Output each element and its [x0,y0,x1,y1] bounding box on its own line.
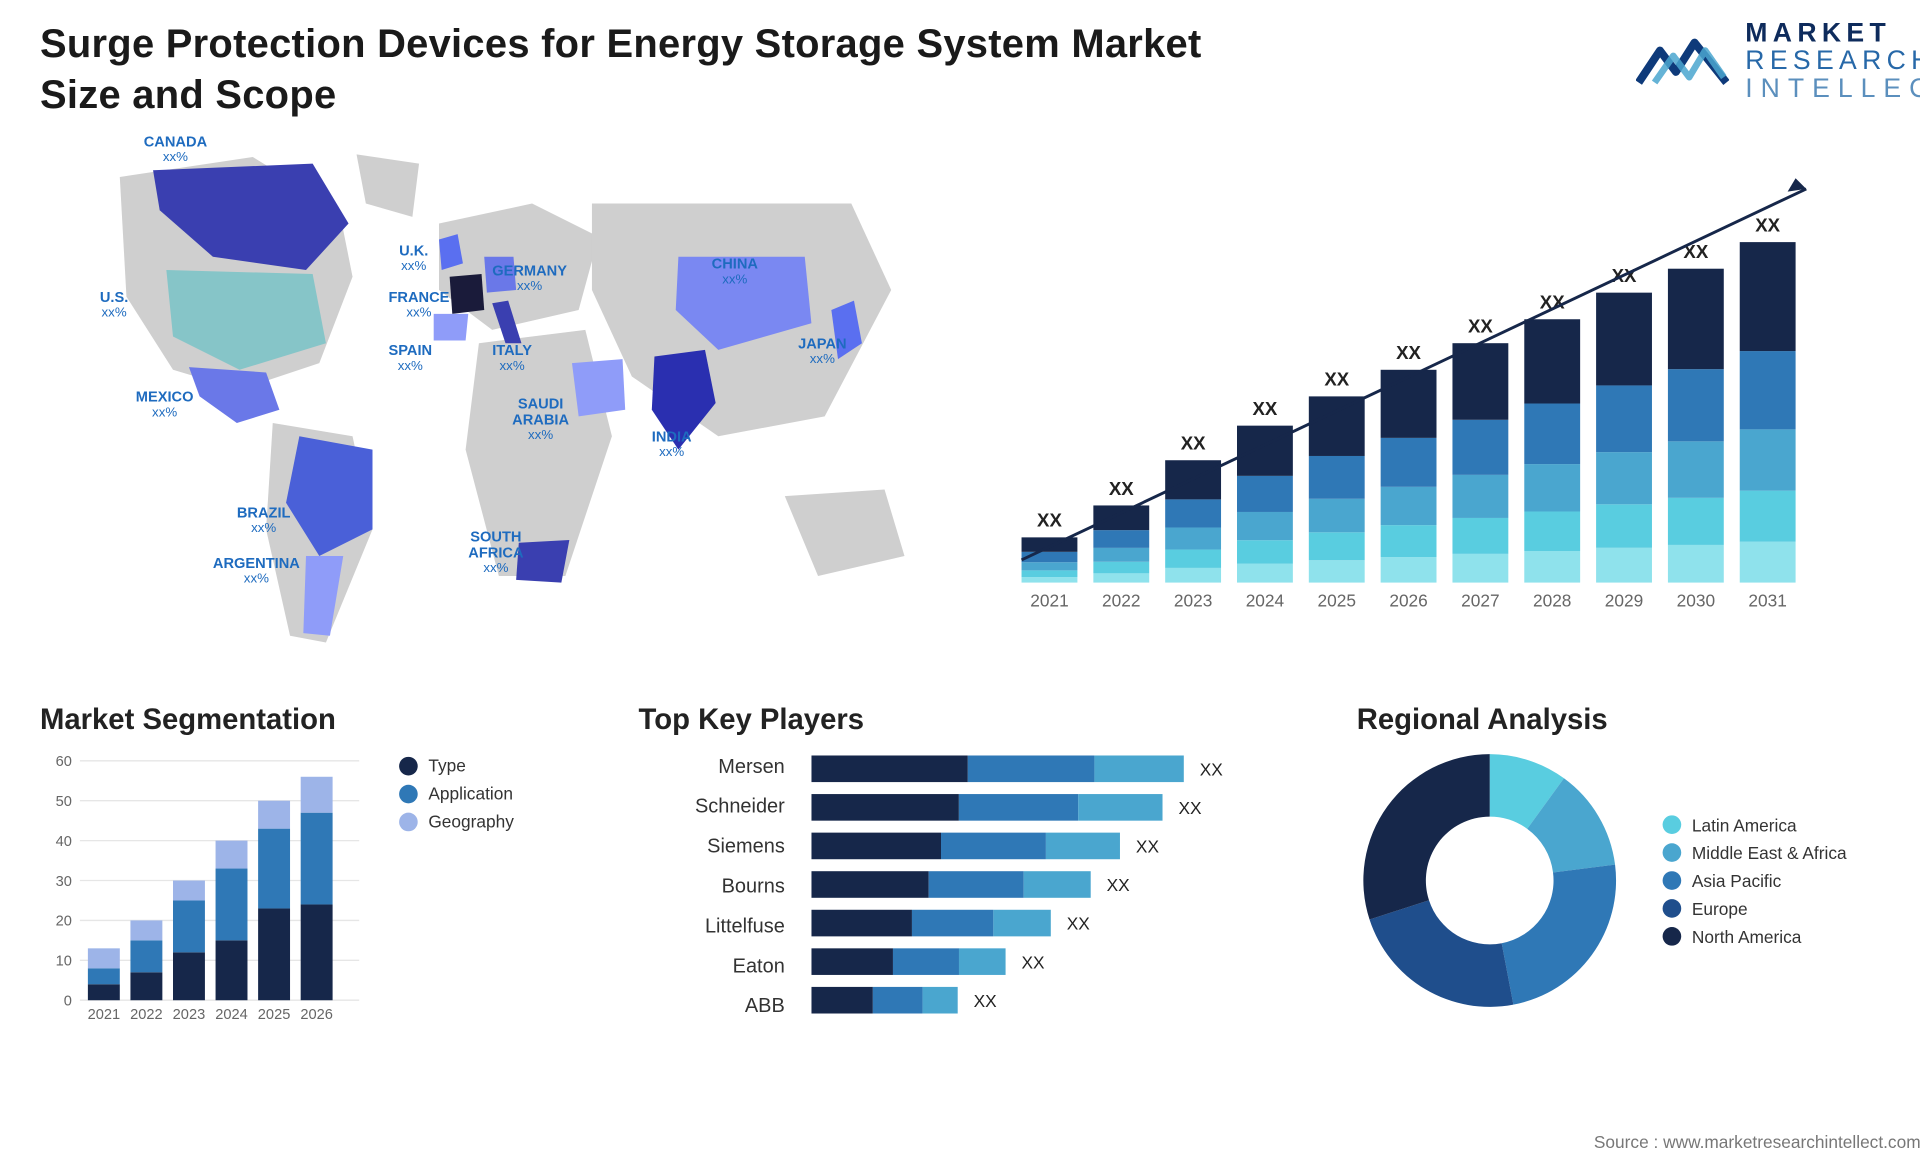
logo-line3: INTELLECT [1745,76,1920,104]
map-label: CHINAxx% [712,257,758,288]
logo-mark-icon [1636,31,1729,92]
logo-line2: RESEARCH [1745,48,1920,76]
player-name: Schneider [639,787,785,827]
svg-text:2025: 2025 [258,1007,291,1023]
map-label: U.K.xx% [399,243,428,274]
svg-text:2024: 2024 [215,1007,248,1023]
logo-line1: MARKET [1745,20,1920,48]
regional-title: Regional Analysis [1357,702,1920,737]
svg-text:2023: 2023 [173,1007,206,1023]
map-label: SPAINxx% [388,343,432,374]
map-label: JAPANxx% [798,337,847,368]
legend-item: Latin America [1663,815,1847,835]
regional-section: Regional Analysis Latin America Middle Ea… [1357,702,1920,1013]
regional-legend: Latin America Middle East & Africa Asia Pa… [1663,807,1847,955]
svg-text:20: 20 [56,914,72,930]
player-name: Mersen [639,748,785,788]
regional-donut [1357,748,1623,1014]
svg-text:2026: 2026 [300,1007,333,1023]
page-title: Surge Protection Devices for Energy Stor… [40,20,1237,120]
svg-text:2024: 2024 [1246,591,1285,611]
svg-text:XX: XX [1468,316,1493,337]
growth-chart: XX 2021 XX 2022 XX 2023 XX 2024 XX 2025 XX 2026 XX 20… [998,130,1920,662]
svg-text:XX: XX [974,991,998,1011]
legend-item: Middle East & Africa [1663,843,1847,863]
map-label: INDIAxx% [652,430,692,461]
player-name: Eaton [639,947,785,987]
svg-text:2028: 2028 [1533,591,1571,611]
player-name: Bourns [639,867,785,907]
svg-text:XX: XX [1178,798,1202,818]
legend-item: Type [399,755,514,775]
legend-item: Asia Pacific [1663,871,1847,891]
svg-text:60: 60 [56,754,72,770]
svg-text:XX: XX [1200,759,1224,779]
svg-text:30: 30 [56,874,72,890]
map-label: GERMANYxx% [492,263,567,294]
svg-text:XX: XX [1136,837,1160,857]
svg-text:XX: XX [1755,214,1780,235]
svg-text:XX: XX [1253,398,1278,419]
legend-item: Application [399,783,514,803]
svg-text:2031: 2031 [1748,591,1786,611]
svg-text:XX: XX [1067,914,1091,934]
svg-text:50: 50 [56,794,72,810]
svg-text:2027: 2027 [1461,591,1499,611]
svg-text:XX: XX [1022,952,1046,972]
map-label: MEXICOxx% [136,390,194,421]
svg-text:XX: XX [1109,478,1134,499]
svg-text:2025: 2025 [1318,591,1356,611]
map-label: SOUTHAFRICAxx% [468,529,523,576]
players-title: Top Key Players [639,702,1317,737]
players-name-list: MersenSchneiderSiemensBournsLittelfuseEa… [639,748,785,1027]
map-label: CANADAxx% [144,134,207,165]
legend-item: Europe [1663,898,1847,918]
svg-text:2022: 2022 [130,1007,163,1023]
svg-text:2021: 2021 [88,1007,121,1023]
svg-text:40: 40 [56,834,72,850]
world-map: CANADAxx% U.S.xx% MEXICOxx% BRAZILxx% ARGENT… [40,130,944,662]
svg-text:2021: 2021 [1030,591,1068,611]
svg-text:2022: 2022 [1102,591,1140,611]
legend-item: Geography [399,811,514,831]
svg-text:XX: XX [1107,875,1131,895]
svg-text:2026: 2026 [1389,591,1427,611]
map-label: FRANCExx% [388,290,449,321]
legend-item: North America [1663,926,1847,946]
svg-text:10: 10 [56,954,72,970]
svg-text:2030: 2030 [1677,591,1715,611]
svg-text:XX: XX [1181,433,1206,454]
svg-text:XX: XX [1324,369,1349,390]
svg-text:XX: XX [1037,510,1062,531]
player-name: Siemens [639,827,785,867]
brand-logo: MARKET RESEARCH INTELLECT [1636,20,1920,104]
map-label: ARGENTINAxx% [213,556,300,587]
segmentation-legend: Type Application Geography [399,748,514,840]
svg-text:2029: 2029 [1605,591,1643,611]
player-name: Littelfuse [639,907,785,947]
map-label: SAUDIARABIAxx% [512,396,569,443]
source-text: Source : www.marketresearchintellect.com [1594,1132,1920,1152]
segmentation-title: Market Segmentation [40,702,599,737]
player-name: ABB [639,987,785,1027]
players-section: Top Key Players MersenSchneiderSiemensBo… [639,702,1317,1027]
map-label: ITALYxx% [492,343,532,374]
svg-text:2023: 2023 [1174,591,1212,611]
segmentation-section: Market Segmentation 0 10 20 30 40 50 60 2021 202… [40,702,599,1027]
svg-text:XX: XX [1396,342,1421,363]
map-label: BRAZILxx% [237,505,291,536]
svg-text:0: 0 [64,994,72,1010]
map-label: U.S.xx% [100,290,128,321]
